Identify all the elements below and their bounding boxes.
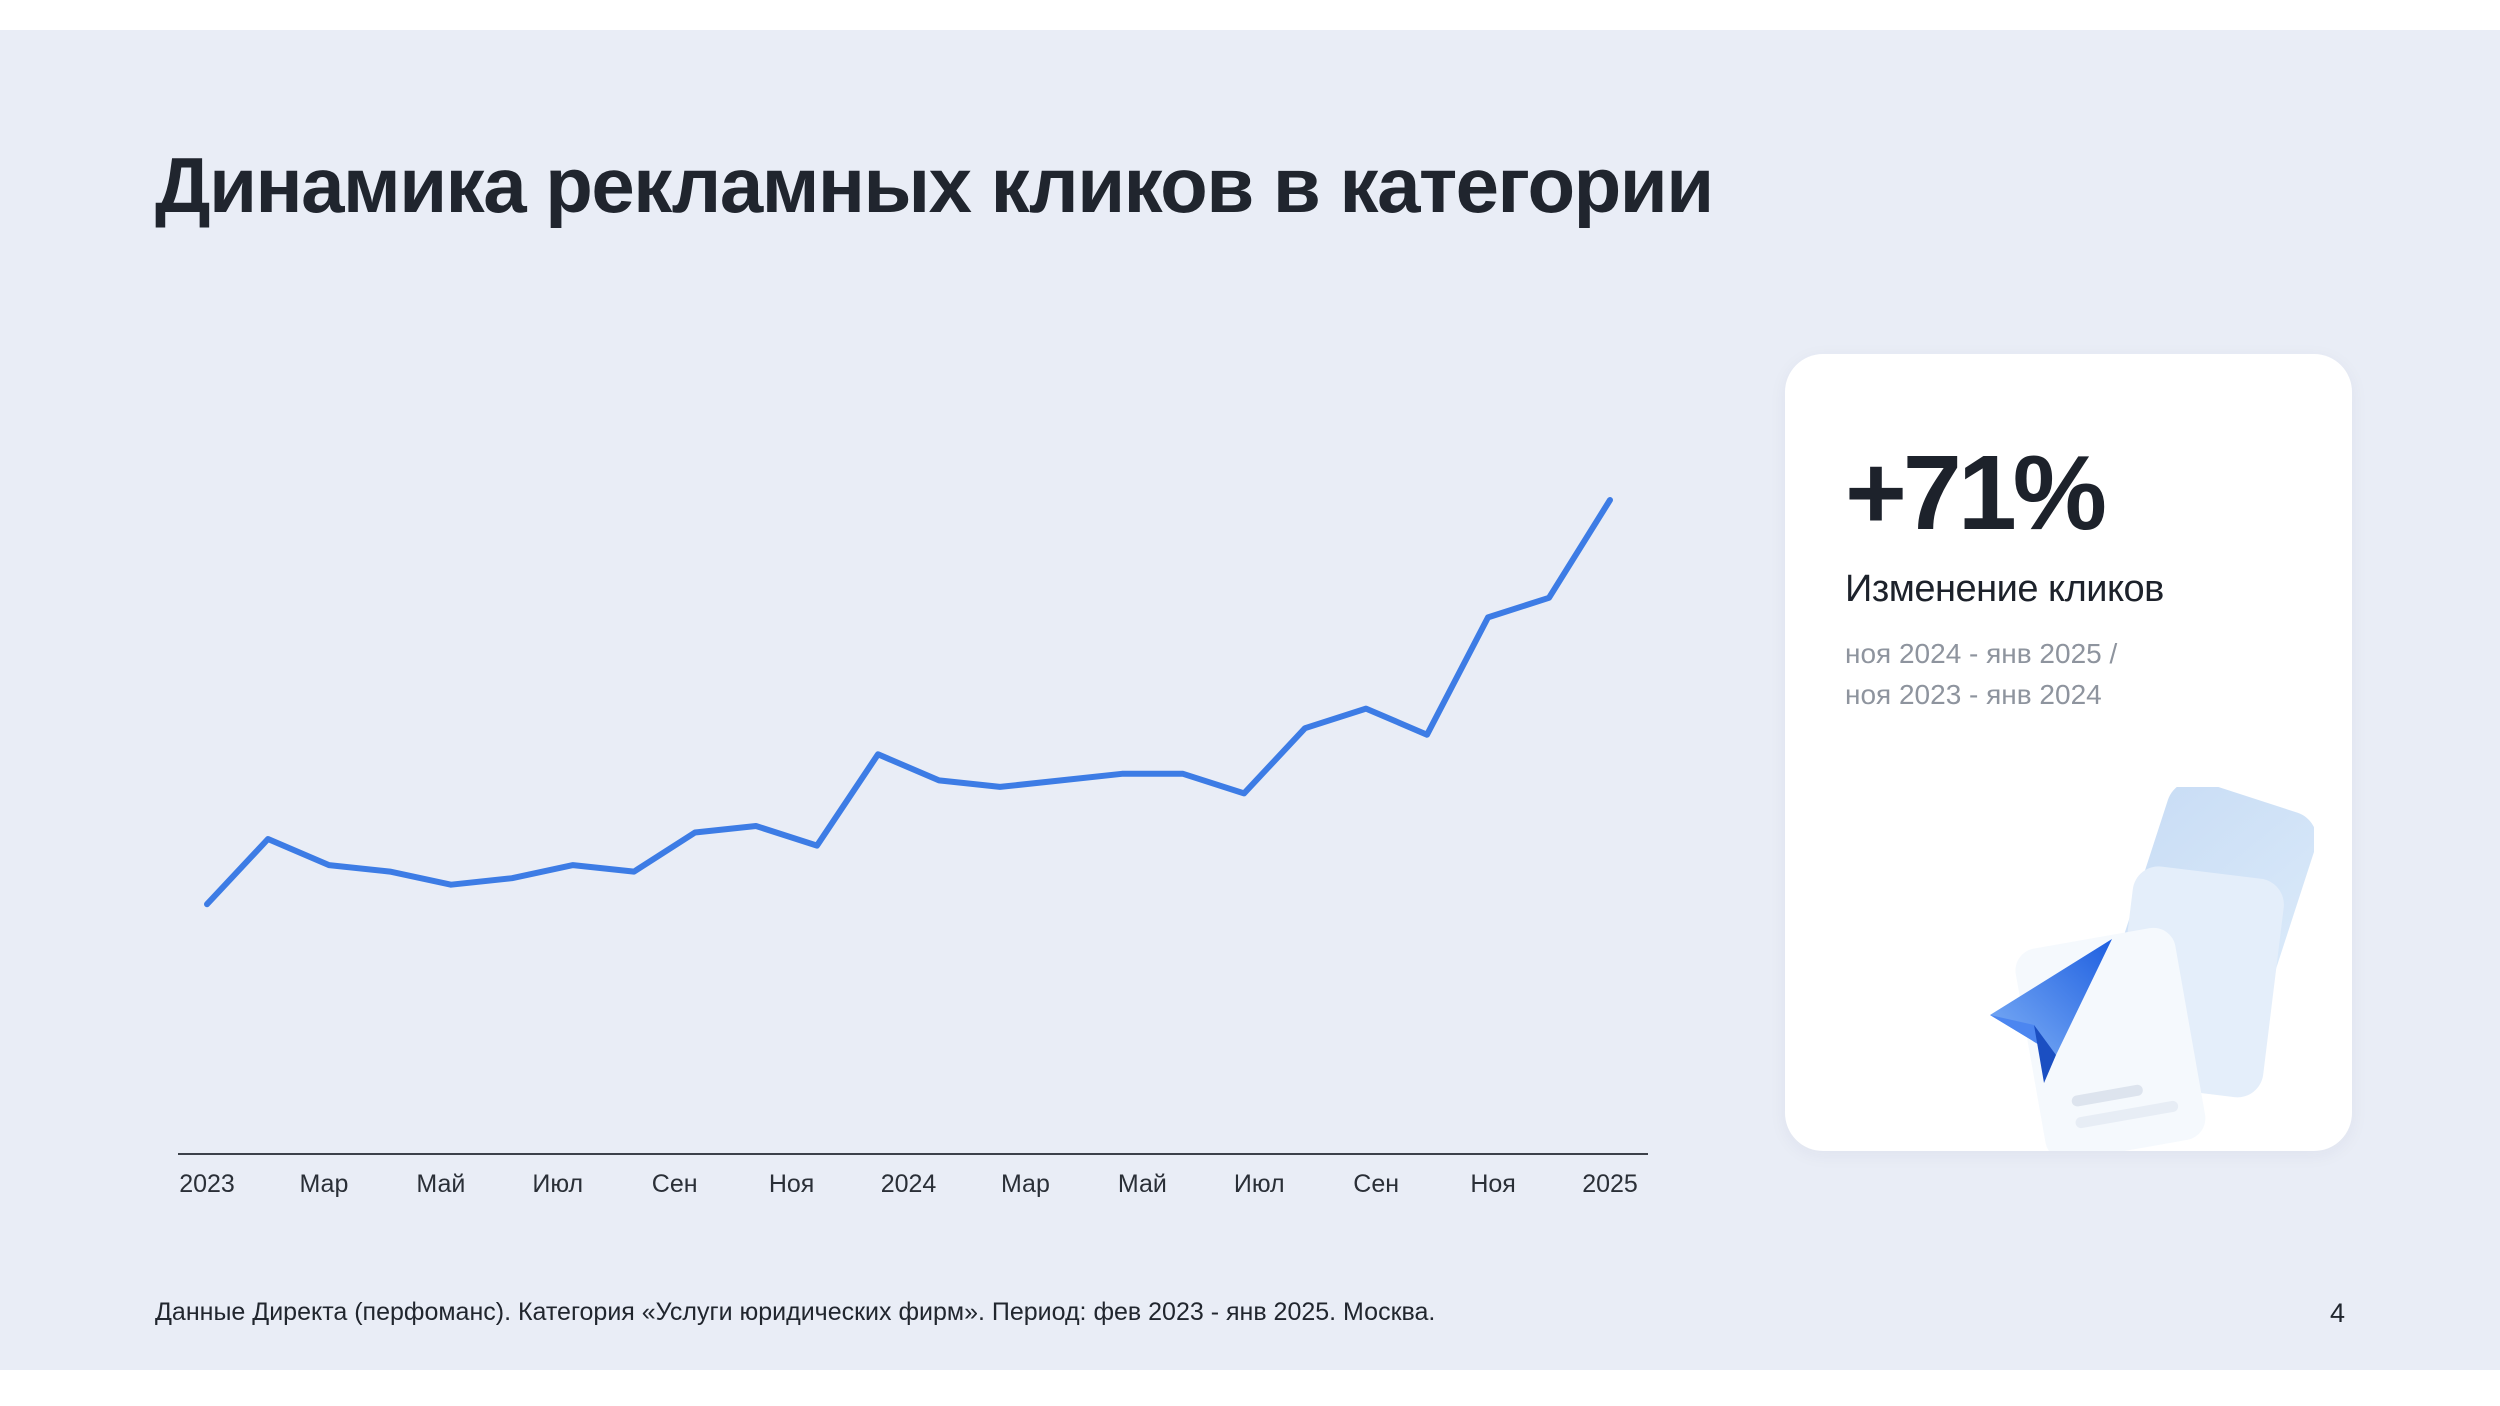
page-number: 4 <box>2329 1298 2345 1328</box>
x-axis-labels: 2023 Мар Май Июл Сен Ноя 2024 Мар Май Июл Сен Ноя 20… <box>178 1170 1648 1210</box>
clicks-trend-line <box>204 497 1613 908</box>
stat-period-line-2: ноя 2023 - янв 2024 <box>1845 679 2102 711</box>
stat-label: Изменение кликов <box>1845 568 2164 610</box>
x-tick-label: Ноя <box>1470 1170 1516 1198</box>
x-tick-label: Сен <box>1353 1170 1400 1198</box>
x-tick-label: 2023 <box>179 1170 235 1198</box>
clicks-line-chart: 2023 Мар Май Июл Сен Ноя 2024 Мар Май Июл Сен Ноя 20… <box>178 470 1648 1230</box>
x-tick-label: Мар <box>299 1170 349 1198</box>
stat-period: ноя 2024 - янв 2025 / ноя 2023 - янв 202… <box>1845 633 2292 716</box>
x-tick-label: Май <box>416 1170 466 1198</box>
page-title: Динамика рекламных кликов в категории <box>155 141 1714 230</box>
paper-plane-cards-illustration <box>1990 787 2314 1151</box>
x-tick-label: Мар <box>1000 1170 1050 1198</box>
x-tick-label: Июл <box>532 1170 584 1198</box>
slide-background: Динамика рекламных кликов в категории 20… <box>0 30 2500 1370</box>
stat-card-content: +71% Изменение кликов ноя 2024 - янв 202… <box>1785 354 2352 716</box>
x-tick-label: Ноя <box>768 1170 815 1198</box>
stat-value: +71% <box>1845 434 2107 552</box>
x-tick-label: Сен <box>651 1170 698 1198</box>
x-tick-label: 2024 <box>880 1170 937 1198</box>
footer-note: Данные Директа (перфоманс). Категория «У… <box>155 1298 1436 1326</box>
x-tick-label: Июл <box>1233 1170 1285 1198</box>
stat-card: +71% Изменение кликов ноя 2024 - янв 202… <box>1785 354 2352 1151</box>
stat-period-line-1: ноя 2024 - янв 2025 / <box>1845 638 2118 669</box>
x-tick-label: 2025 <box>1582 1170 1638 1198</box>
line-chart-canvas <box>178 497 1648 1155</box>
x-tick-label: Май <box>1117 1170 1167 1198</box>
paper-plane-icon <box>1990 939 2112 1083</box>
